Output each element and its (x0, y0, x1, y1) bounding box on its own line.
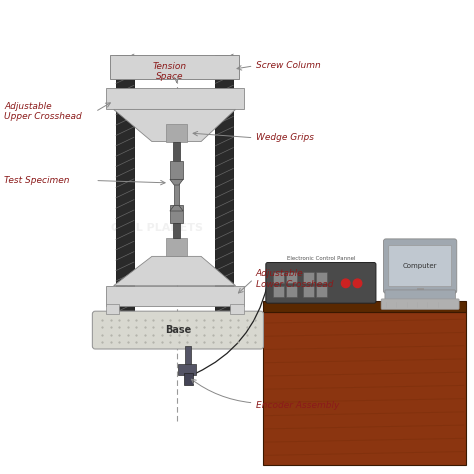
FancyBboxPatch shape (215, 55, 233, 348)
FancyBboxPatch shape (389, 246, 452, 287)
Text: Base: Base (165, 325, 191, 335)
FancyBboxPatch shape (230, 304, 244, 314)
Polygon shape (114, 256, 236, 286)
Circle shape (353, 279, 362, 288)
FancyBboxPatch shape (316, 272, 327, 283)
FancyBboxPatch shape (383, 239, 457, 293)
FancyBboxPatch shape (173, 142, 180, 161)
FancyBboxPatch shape (185, 346, 191, 365)
FancyBboxPatch shape (166, 238, 187, 256)
Polygon shape (170, 179, 183, 185)
FancyBboxPatch shape (183, 373, 193, 385)
Text: Adjustable
Upper Crosshead: Adjustable Upper Crosshead (4, 102, 82, 121)
Circle shape (341, 279, 350, 288)
FancyBboxPatch shape (173, 223, 180, 238)
FancyBboxPatch shape (116, 55, 134, 348)
Text: Wedge Grips: Wedge Grips (256, 133, 314, 142)
Text: Tension
Space: Tension Space (152, 62, 186, 81)
FancyBboxPatch shape (316, 286, 327, 297)
FancyBboxPatch shape (106, 88, 244, 109)
FancyBboxPatch shape (303, 286, 314, 297)
FancyBboxPatch shape (170, 161, 183, 179)
FancyBboxPatch shape (263, 312, 466, 465)
Text: Screw Column: Screw Column (256, 62, 320, 71)
Polygon shape (170, 205, 183, 211)
Text: Computer: Computer (403, 263, 438, 269)
FancyBboxPatch shape (110, 55, 239, 79)
FancyBboxPatch shape (166, 124, 187, 142)
FancyBboxPatch shape (385, 290, 456, 301)
FancyBboxPatch shape (381, 299, 459, 310)
FancyBboxPatch shape (303, 272, 314, 283)
FancyBboxPatch shape (286, 286, 298, 297)
Text: Encoder Assembly: Encoder Assembly (256, 401, 339, 410)
FancyBboxPatch shape (273, 272, 284, 283)
Text: Adjustable
Lower Crosshead: Adjustable Lower Crosshead (256, 269, 333, 289)
FancyBboxPatch shape (106, 304, 119, 314)
Text: Electronic Control Pannel: Electronic Control Pannel (287, 255, 355, 261)
FancyBboxPatch shape (170, 205, 183, 223)
FancyBboxPatch shape (263, 301, 466, 312)
FancyBboxPatch shape (266, 263, 376, 303)
Text: CIVIL PLANETS: CIVIL PLANETS (110, 223, 203, 233)
FancyBboxPatch shape (174, 179, 179, 205)
FancyBboxPatch shape (273, 286, 284, 297)
FancyBboxPatch shape (92, 311, 264, 349)
FancyBboxPatch shape (286, 272, 298, 283)
FancyBboxPatch shape (106, 286, 244, 306)
Text: Test Specimen: Test Specimen (4, 176, 70, 185)
FancyBboxPatch shape (178, 364, 196, 374)
Polygon shape (114, 109, 236, 142)
